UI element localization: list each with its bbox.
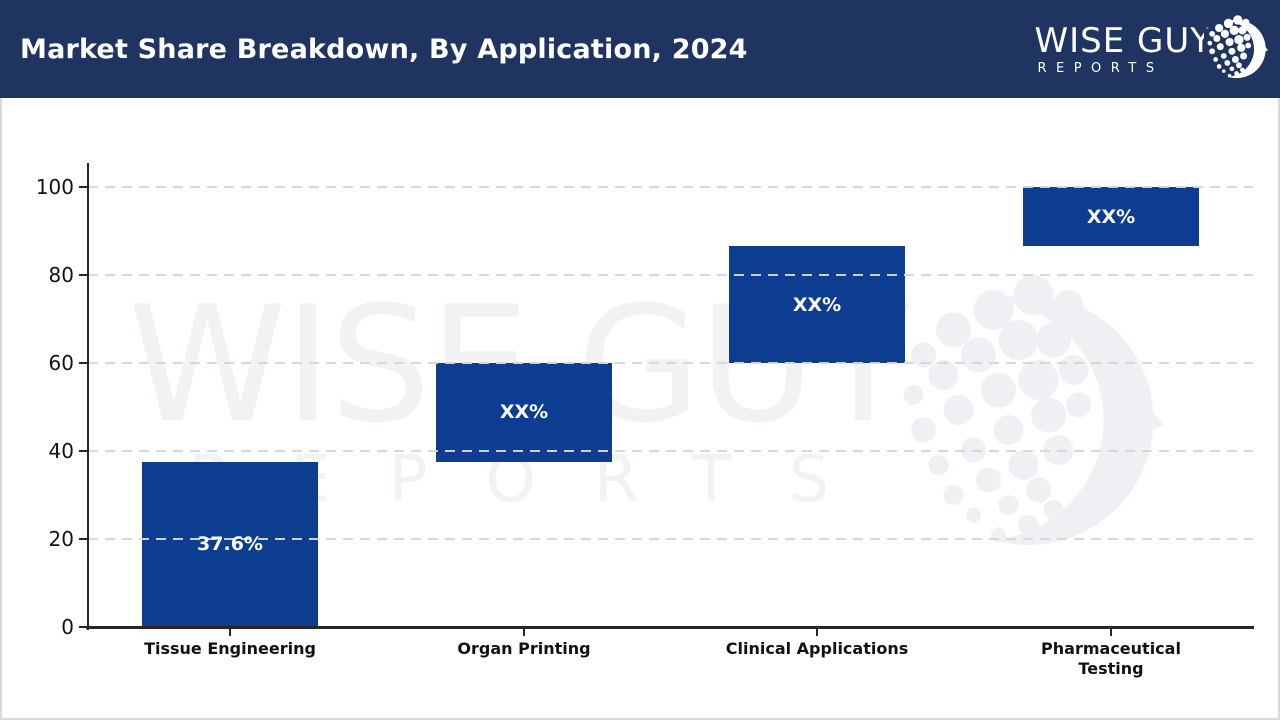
x-tick-mark [816, 627, 818, 636]
x-axis-line [86, 626, 1254, 629]
logo-head-icon [1204, 15, 1268, 79]
frame-border-right [1278, 98, 1280, 720]
y-tick-mark [79, 274, 88, 276]
grid-line-20 [88, 538, 1253, 540]
x-tick-mark [1110, 627, 1112, 636]
y-tick-mark [79, 450, 88, 452]
y-tick-mark [79, 538, 88, 540]
bar-value-label: XX% [1086, 205, 1136, 228]
frame-border-bottom [0, 718, 1280, 720]
grid-line-60 [88, 362, 1253, 364]
y-tick-label: 20 [48, 527, 74, 551]
x-category-label: Pharmaceutical Testing [1041, 639, 1181, 678]
bar-tissue-engineering [142, 461, 318, 627]
x-category-label: Clinical Applications [725, 639, 909, 658]
bar-value-label: 37.6% [197, 533, 263, 556]
header-bar: Market Share Breakdown, By Application, … [0, 0, 1280, 98]
x-category-label: Tissue Engineering [144, 639, 316, 658]
y-tick-mark [79, 626, 88, 628]
y-tick-label: 0 [61, 615, 74, 639]
bar-pharmaceutical-testing [1023, 187, 1199, 247]
y-axis-line [87, 163, 89, 630]
x-category-label: Organ Printing [457, 639, 591, 658]
bar-value-label: XX% [792, 293, 842, 316]
y-tick-mark [79, 186, 88, 188]
y-tick-label: 80 [48, 263, 74, 287]
grid-line-100 [88, 186, 1253, 188]
x-tick-mark [523, 627, 525, 636]
chart-title: Market Share Breakdown, By Application, … [20, 33, 748, 65]
grid-line-80 [88, 274, 1253, 276]
y-tick-mark [79, 362, 88, 364]
bar-clinical-applications [729, 246, 905, 363]
grid-line-40 [88, 450, 1253, 452]
y-tick-label: 100 [35, 175, 74, 199]
logo-subtitle: REPORTS [1037, 60, 1164, 76]
x-tick-mark [229, 627, 231, 636]
bar-value-label: XX% [499, 401, 549, 424]
y-tick-label: 60 [48, 351, 74, 375]
bar-organ-printing [436, 363, 612, 462]
frame-border-left [0, 98, 2, 720]
wise-guy-reports-logo: WISE GUY REPORTS [1034, 10, 1280, 88]
y-tick-label: 40 [48, 439, 74, 463]
watermark-head-icon [888, 275, 1164, 545]
logo-text: WISE GUY REPORTS [1034, 23, 1212, 76]
logo-wordmark: WISE GUY [1034, 20, 1212, 61]
